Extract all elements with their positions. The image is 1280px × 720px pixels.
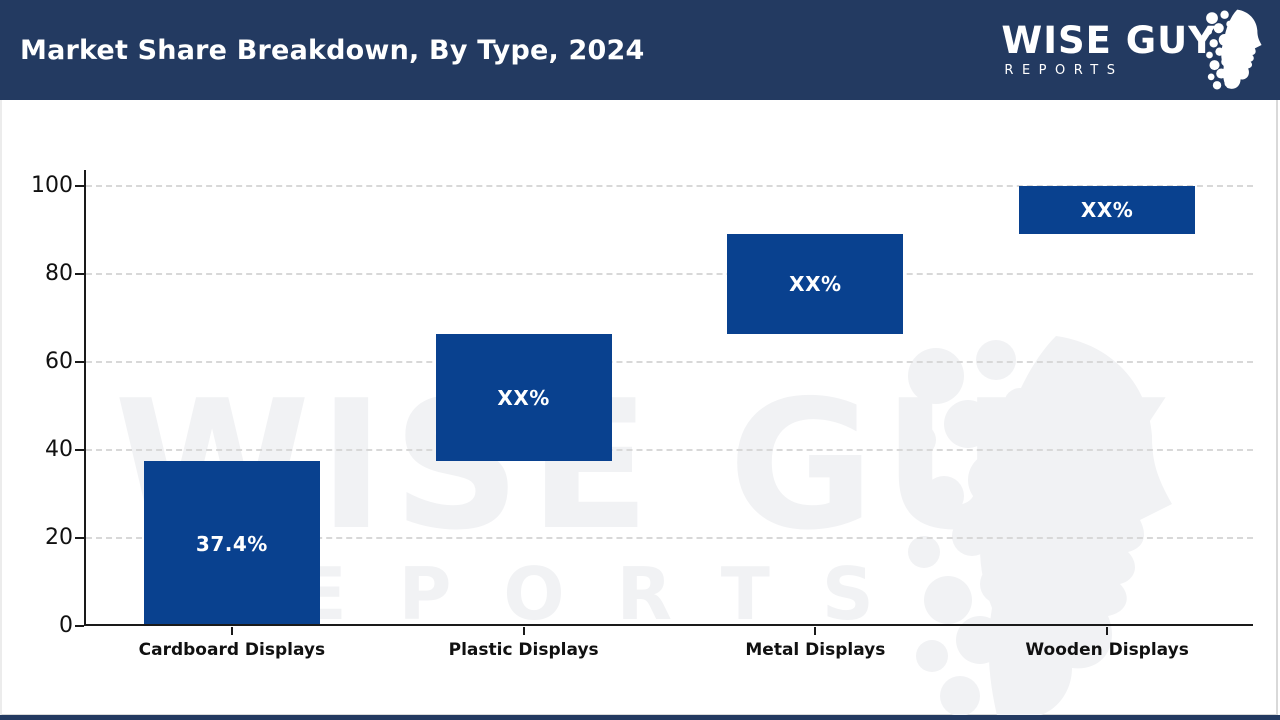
x-tick-mark: [230, 627, 233, 635]
wiseguy-face-icon: [1205, 9, 1262, 90]
brand-name: WISE GUY: [1001, 19, 1216, 63]
y-tick-mark: [75, 625, 84, 627]
y-tick-label: 80: [45, 261, 73, 286]
x-category-label: Plastic Displays: [448, 640, 599, 660]
x-category-label: Metal Displays: [745, 640, 886, 660]
x-axis-line: [84, 624, 1253, 626]
header-bar: Market Share Breakdown, By Type, 2024 WI…: [0, 0, 1280, 100]
y-tick-mark: [75, 449, 84, 451]
bar-value-label: 37.4%: [195, 531, 268, 556]
bar-wooden-displays: XX%: [1019, 186, 1196, 234]
y-axis-line: [84, 170, 86, 626]
brand-subtitle: REPORTS: [1004, 62, 1124, 78]
y-tick-mark: [75, 185, 84, 187]
gridline: [86, 361, 1253, 363]
x-tick-mark: [814, 627, 817, 635]
x-tick-mark: [1106, 627, 1109, 635]
bar-value-label: XX%: [789, 271, 842, 296]
gridline: [86, 449, 1253, 451]
x-category-label: Wooden Displays: [1025, 640, 1189, 660]
bar-value-label: XX%: [1080, 197, 1134, 222]
y-tick-mark: [75, 361, 84, 363]
x-category-label: Cardboard Displays: [138, 640, 326, 660]
footer-bar: [0, 715, 1280, 720]
page-title: Market Share Breakdown, By Type, 2024: [20, 34, 645, 66]
y-tick-label: 40: [45, 437, 73, 462]
y-tick-label: 0: [59, 613, 73, 638]
x-tick-mark: [522, 627, 525, 635]
gridline: [86, 273, 1253, 275]
bar-cardboard-displays: 37.4%: [143, 461, 320, 626]
y-tick-mark: [75, 273, 84, 275]
gridline: [86, 185, 1253, 187]
y-tick-mark: [75, 537, 84, 539]
brand-wordmark: WISE GUY REPORTS: [1001, 19, 1216, 78]
bar-plastic-displays: XX%: [435, 333, 612, 462]
bar-metal-displays: XX%: [727, 233, 904, 334]
brand-logo: WISE GUY REPORTS: [1001, 8, 1266, 92]
y-tick-label: 20: [45, 525, 73, 550]
gridline: [86, 537, 1253, 539]
y-tick-label: 60: [45, 349, 73, 374]
bar-value-label: XX%: [497, 385, 550, 410]
y-tick-label: 100: [31, 173, 73, 198]
